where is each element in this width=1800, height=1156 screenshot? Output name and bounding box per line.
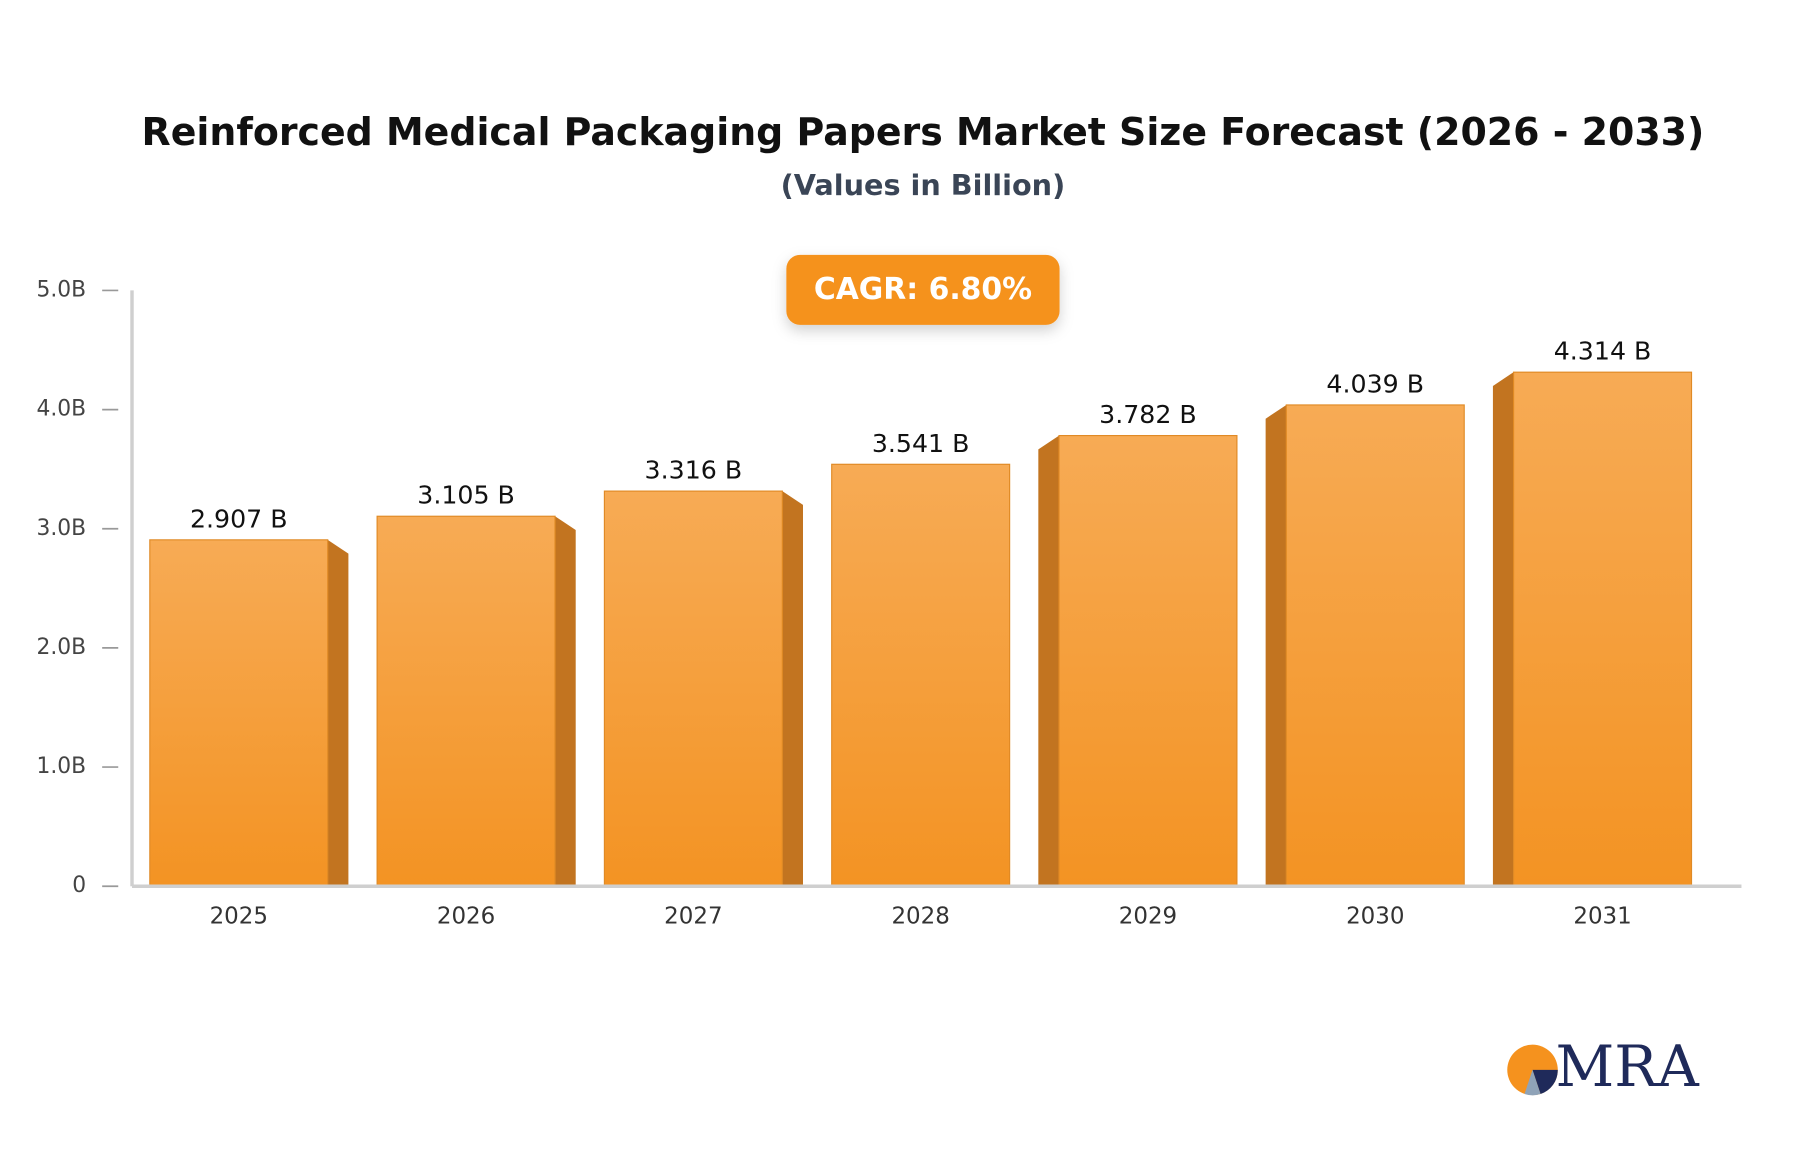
x-tick-label: 2027 bbox=[664, 904, 722, 930]
x-tick-label: 2028 bbox=[891, 904, 949, 930]
value-label: 3.541 B bbox=[872, 429, 970, 458]
chart-title: Reinforced Medical Packaging Papers Mark… bbox=[142, 110, 1705, 154]
bar-side bbox=[555, 516, 576, 887]
value-label: 4.039 B bbox=[1326, 369, 1424, 398]
chart-subtitle: (Values in Billion) bbox=[781, 168, 1066, 202]
x-tick-label: 2031 bbox=[1573, 904, 1631, 930]
bar bbox=[376, 515, 556, 887]
y-tick-label: 4.0B bbox=[36, 397, 86, 422]
bar-side bbox=[1038, 435, 1059, 887]
cagr-text: CAGR: 6.80% bbox=[814, 272, 1032, 307]
bar bbox=[603, 490, 783, 887]
brand-text: MRA bbox=[1555, 1033, 1699, 1100]
value-label: 3.105 B bbox=[417, 481, 515, 510]
value-label: 3.316 B bbox=[645, 456, 743, 485]
x-tick-label: 2026 bbox=[437, 904, 495, 930]
bar bbox=[149, 539, 329, 887]
bar bbox=[1058, 434, 1238, 887]
y-tick-label: 0 bbox=[72, 873, 86, 898]
cagr-badge bbox=[786, 254, 1060, 325]
x-tick-label: 2025 bbox=[210, 904, 268, 930]
bar-side bbox=[327, 539, 349, 887]
value-label: 3.782 B bbox=[1099, 400, 1197, 429]
value-label: 2.907 B bbox=[190, 504, 288, 533]
bar-side bbox=[1492, 372, 1514, 887]
y-tick-label: 2.0B bbox=[36, 635, 86, 660]
bar-side bbox=[1265, 404, 1287, 887]
logo-slice bbox=[1524, 1069, 1541, 1096]
brand-logo: MRA bbox=[1507, 1033, 1699, 1100]
value-label: 4.314 B bbox=[1554, 337, 1652, 366]
bar bbox=[831, 463, 1011, 887]
y-tick-label: 5.0B bbox=[36, 277, 86, 302]
x-tick-label: 2030 bbox=[1346, 904, 1404, 930]
bar bbox=[1513, 371, 1693, 887]
y-tick-label: 1.0B bbox=[36, 754, 86, 779]
y-tick-label: 3.0B bbox=[36, 516, 86, 541]
bar bbox=[1285, 404, 1465, 887]
x-tick-label: 2029 bbox=[1119, 904, 1177, 930]
logo-slice bbox=[1532, 1069, 1558, 1095]
bar-side bbox=[782, 491, 803, 887]
